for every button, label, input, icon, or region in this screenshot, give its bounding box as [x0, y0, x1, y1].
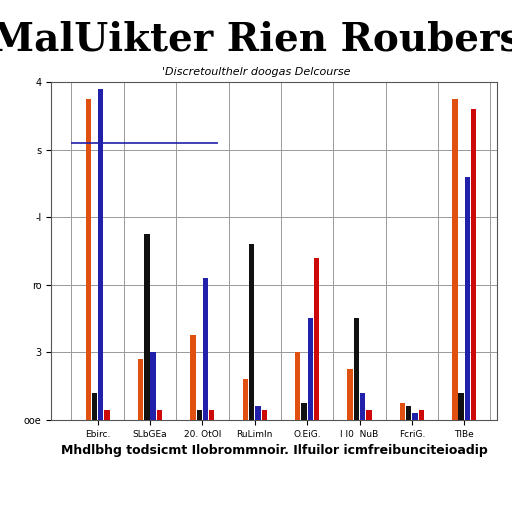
Bar: [151, 352, 156, 420]
Bar: [98, 89, 103, 420]
Bar: [255, 407, 261, 420]
Bar: [197, 410, 202, 420]
Bar: [249, 244, 254, 420]
Bar: [295, 352, 301, 420]
Bar: [203, 278, 208, 420]
Bar: [419, 410, 424, 420]
Bar: [209, 410, 215, 420]
Text: 'Discretoulthelr doogas Delcourse: 'Discretoulthelr doogas Delcourse: [162, 67, 350, 77]
Bar: [262, 410, 267, 420]
Bar: [452, 99, 458, 420]
Bar: [412, 413, 418, 420]
Text: MalUikter Rien Roubers: MalUikter Rien Roubers: [0, 20, 512, 58]
Bar: [144, 234, 150, 420]
Bar: [86, 99, 91, 420]
Bar: [360, 393, 366, 420]
Bar: [406, 407, 412, 420]
Bar: [465, 177, 470, 420]
Bar: [157, 410, 162, 420]
X-axis label: Mhdlbhg todsicmt Ilobrommnoir. Ilfuilor icmfreibunciteioadip: Mhdlbhg todsicmt Ilobrommnoir. Ilfuilor …: [60, 444, 487, 457]
Bar: [471, 109, 476, 420]
Bar: [458, 393, 464, 420]
Bar: [314, 258, 319, 420]
Bar: [190, 335, 196, 420]
Bar: [104, 410, 110, 420]
Bar: [243, 379, 248, 420]
Bar: [348, 369, 353, 420]
Bar: [400, 403, 405, 420]
Bar: [92, 393, 97, 420]
Bar: [354, 318, 359, 420]
Bar: [302, 403, 307, 420]
Bar: [138, 359, 143, 420]
Bar: [366, 410, 372, 420]
Bar: [308, 318, 313, 420]
